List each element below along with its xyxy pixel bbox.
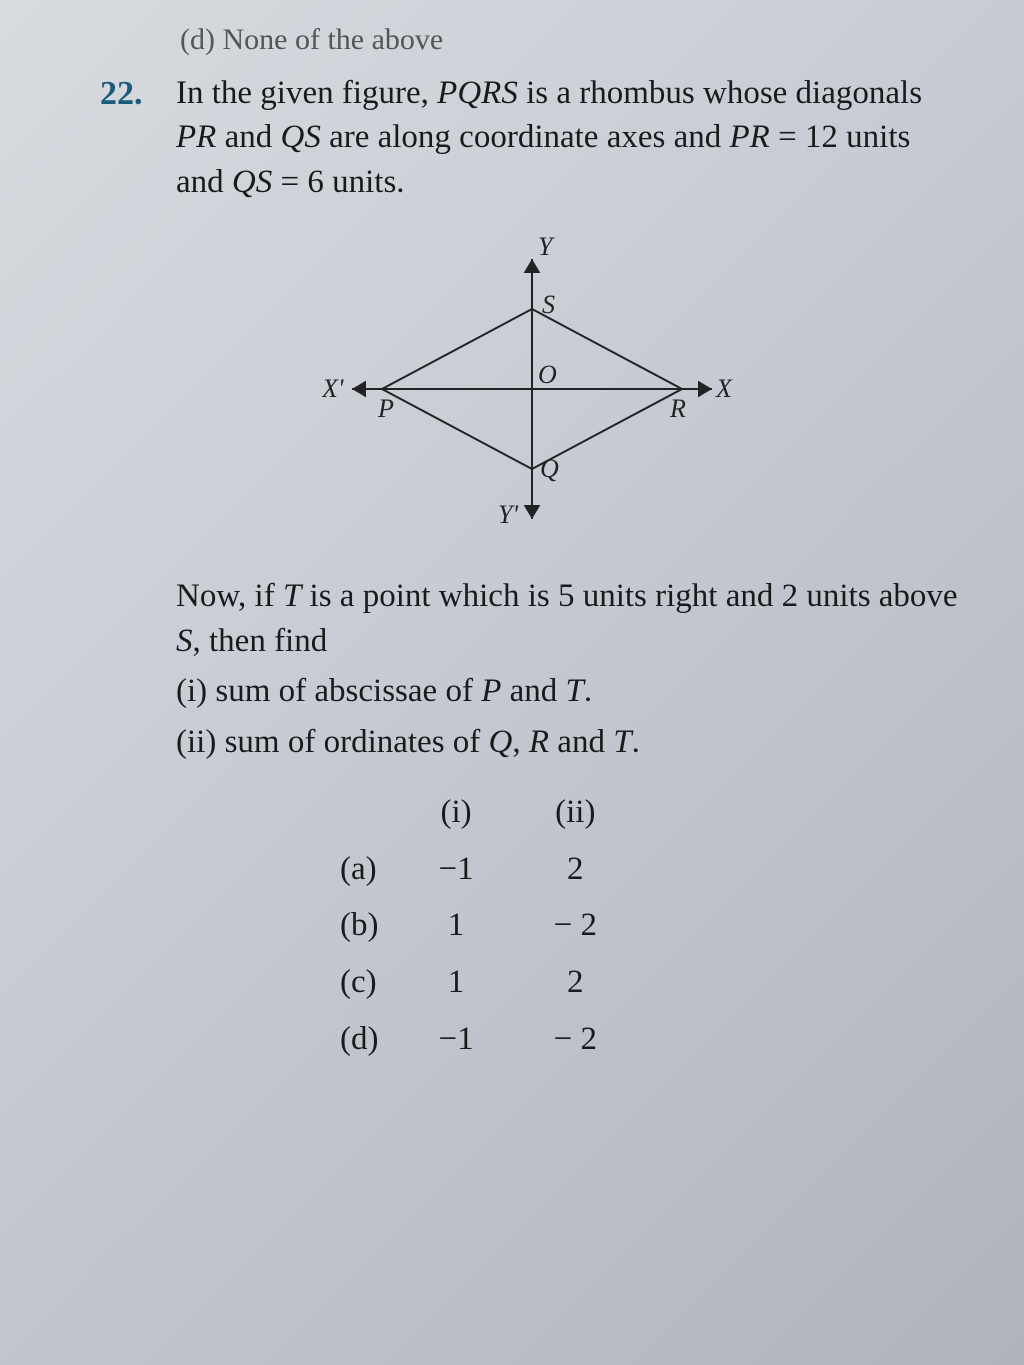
page: (d) None of the above 22. In the given f… <box>0 0 1024 1067</box>
svg-text:X: X <box>715 374 733 403</box>
txt: . <box>632 724 640 760</box>
txt: sum of ordinates of <box>216 724 488 760</box>
pr2: PR <box>729 119 769 155</box>
svg-text:Y': Y' <box>498 500 518 529</box>
option-row: (d) −1 − 2 <box>300 1011 637 1068</box>
option-row: (c) 1 2 <box>300 954 637 1011</box>
diagram-container: Y Y' X X' S Q P R O <box>100 214 964 564</box>
question-number: 22. <box>100 71 160 117</box>
pr: PR <box>176 119 216 155</box>
i-label: (i) <box>176 673 207 709</box>
opt-d-label: (d) <box>300 1011 398 1068</box>
qtext: are along coordinate axes and <box>321 119 730 155</box>
opt-b-label: (b) <box>300 897 398 954</box>
opt-c-label: (c) <box>300 954 398 1011</box>
col-ii: (ii) <box>514 784 637 841</box>
txt: , then find <box>193 623 328 659</box>
qtext: = 6 units. <box>272 164 404 200</box>
opt-b-ii: − 2 <box>514 897 637 954</box>
subpart-i: (i) sum of abscissae of P and T. <box>176 669 964 714</box>
options-header: (i) (ii) <box>300 784 637 841</box>
txt: sum of abscissae of <box>207 673 481 709</box>
txt: is a point which is 5 units right and 2 … <box>301 578 957 614</box>
previous-option-d: (d) None of the above <box>180 20 964 61</box>
qs2: QS <box>232 164 272 200</box>
question-row: 22. In the given figure, PQRS is a rhomb… <box>100 71 964 205</box>
qtext: In the given figure, <box>176 75 437 111</box>
options-table: (i) (ii) (a) −1 2 (b) 1 − 2 (c) 1 2 (d) … <box>300 784 637 1067</box>
txt: and <box>549 724 613 760</box>
T: T <box>613 724 631 760</box>
svg-text:P: P <box>377 394 394 423</box>
Q: Q <box>489 724 513 760</box>
txt: . <box>584 673 592 709</box>
option-row: (b) 1 − 2 <box>300 897 637 954</box>
txt: , <box>512 724 529 760</box>
question-body: In the given figure, PQRS is a rhombus w… <box>176 71 964 205</box>
qtext: is a rhombus whose diagonals <box>518 75 922 111</box>
T: T <box>566 673 584 709</box>
txt: Now, if <box>176 578 283 614</box>
opt-c-i: 1 <box>398 954 513 1011</box>
opt-a-label: (a) <box>300 841 398 898</box>
option-row: (a) −1 2 <box>300 841 637 898</box>
post-diagram-text: Now, if T is a point which is 5 units ri… <box>176 574 964 663</box>
qtext: and <box>216 119 280 155</box>
pqrs: PQRS <box>437 75 518 111</box>
txt: and <box>501 673 565 709</box>
T: T <box>283 578 301 614</box>
opt-b-i: 1 <box>398 897 513 954</box>
S: S <box>176 623 193 659</box>
P: P <box>481 673 501 709</box>
ii-label: (ii) <box>176 724 216 760</box>
svg-text:X': X' <box>322 374 344 403</box>
svg-text:S: S <box>542 290 555 319</box>
opt-a-i: −1 <box>398 841 513 898</box>
svg-text:R: R <box>669 394 686 423</box>
svg-text:O: O <box>538 360 557 389</box>
opt-c-ii: 2 <box>514 954 637 1011</box>
svg-text:Y: Y <box>538 232 555 261</box>
R: R <box>529 724 549 760</box>
rhombus-diagram: Y Y' X X' S Q P R O <box>322 214 742 564</box>
subpart-ii: (ii) sum of ordinates of Q, R and T. <box>176 720 964 765</box>
opt-d-i: −1 <box>398 1011 513 1068</box>
opt-a-ii: 2 <box>514 841 637 898</box>
opt-d-ii: − 2 <box>514 1011 637 1068</box>
col-i: (i) <box>398 784 513 841</box>
qs: QS <box>280 119 320 155</box>
svg-text:Q: Q <box>540 454 559 483</box>
